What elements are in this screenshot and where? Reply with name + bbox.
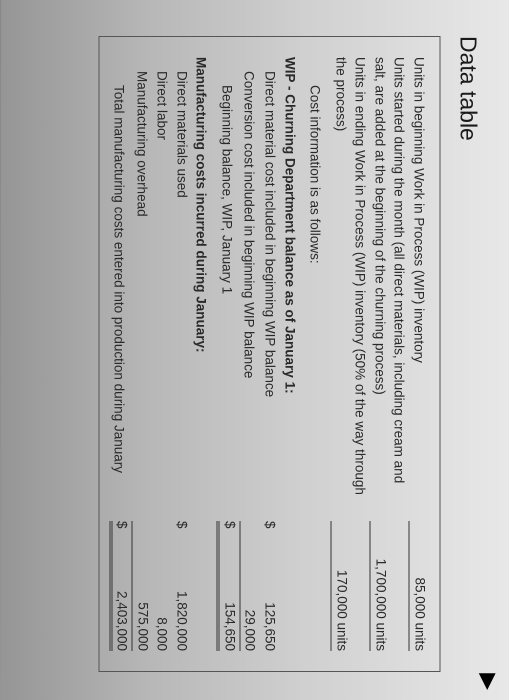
mfg-label: Manufacturing overhead <box>131 57 151 521</box>
units-value: 170,000 units <box>330 521 351 651</box>
amount: 2,403,000 <box>114 591 129 651</box>
currency: $ <box>171 521 191 529</box>
mfg-row: Manufacturing overhead 575,000 <box>131 57 152 651</box>
page-title: Data table <box>454 36 481 694</box>
mfg-total-row: Total manufacturing costs entered into p… <box>109 57 132 651</box>
currency: $ <box>219 521 239 529</box>
cost-info-header: Cost information is as follows: <box>305 57 325 651</box>
mfg-total-value: $2,403,000 <box>109 521 132 651</box>
mfg-section-header: Manufacturing costs incurred during Janu… <box>191 57 211 651</box>
wip-label: Conversion cost included in beginning WI… <box>239 57 259 521</box>
wip-section-header: WIP - Churning Department balance as of … <box>279 57 299 651</box>
mfg-row: Direct labor 8,000 <box>152 57 172 651</box>
data-table-box: Units in beginning Work in Process (WIP)… <box>98 36 440 672</box>
amount: 125,650 <box>262 602 277 651</box>
scroll-arrow-icon: ▶ <box>475 673 501 690</box>
wip-total-row: Beginning balance, WIP, January 1 $154,6… <box>216 57 239 651</box>
wip-row: Conversion cost included in beginning WI… <box>239 57 260 651</box>
units-row: Units in ending Work in Process (WIP) in… <box>330 57 369 651</box>
amount: 8,000 <box>154 617 169 651</box>
wip-total-label: Beginning balance, WIP, January 1 <box>216 57 236 521</box>
wip-row: Direct material cost included in beginni… <box>260 57 280 651</box>
units-value: 85,000 units <box>408 521 429 651</box>
units-label: Units started during the month (all dire… <box>369 57 408 521</box>
mfg-value: 575,000 <box>131 521 152 651</box>
units-label: Units in ending Work in Process (WIP) in… <box>330 57 369 521</box>
wip-value: 29,000 <box>239 521 260 651</box>
units-label: Units in beginning Work in Process (WIP)… <box>408 57 428 521</box>
amount: 29,000 <box>243 610 258 651</box>
units-row: Units in beginning Work in Process (WIP)… <box>408 57 429 651</box>
wip-value: $125,650 <box>260 521 280 651</box>
mfg-value: 8,000 <box>152 521 172 651</box>
mfg-row: Direct materials used $1,820,000 <box>171 57 191 651</box>
units-value: 1,700,000 units <box>369 521 390 651</box>
mfg-total-label: Total manufacturing costs entered into p… <box>109 57 129 521</box>
amount: 154,650 <box>222 602 237 651</box>
currency: $ <box>260 521 280 529</box>
wip-total-value: $154,650 <box>216 521 239 651</box>
amount: 575,000 <box>135 602 150 651</box>
wip-label: Direct material cost included in beginni… <box>260 57 280 521</box>
amount: 1,820,000 <box>174 591 189 651</box>
mfg-label: Direct materials used <box>171 57 191 521</box>
mfg-value: $1,820,000 <box>171 521 191 651</box>
mfg-label: Direct labor <box>152 57 172 521</box>
currency: $ <box>112 521 132 529</box>
units-row: Units started during the month (all dire… <box>369 57 408 651</box>
